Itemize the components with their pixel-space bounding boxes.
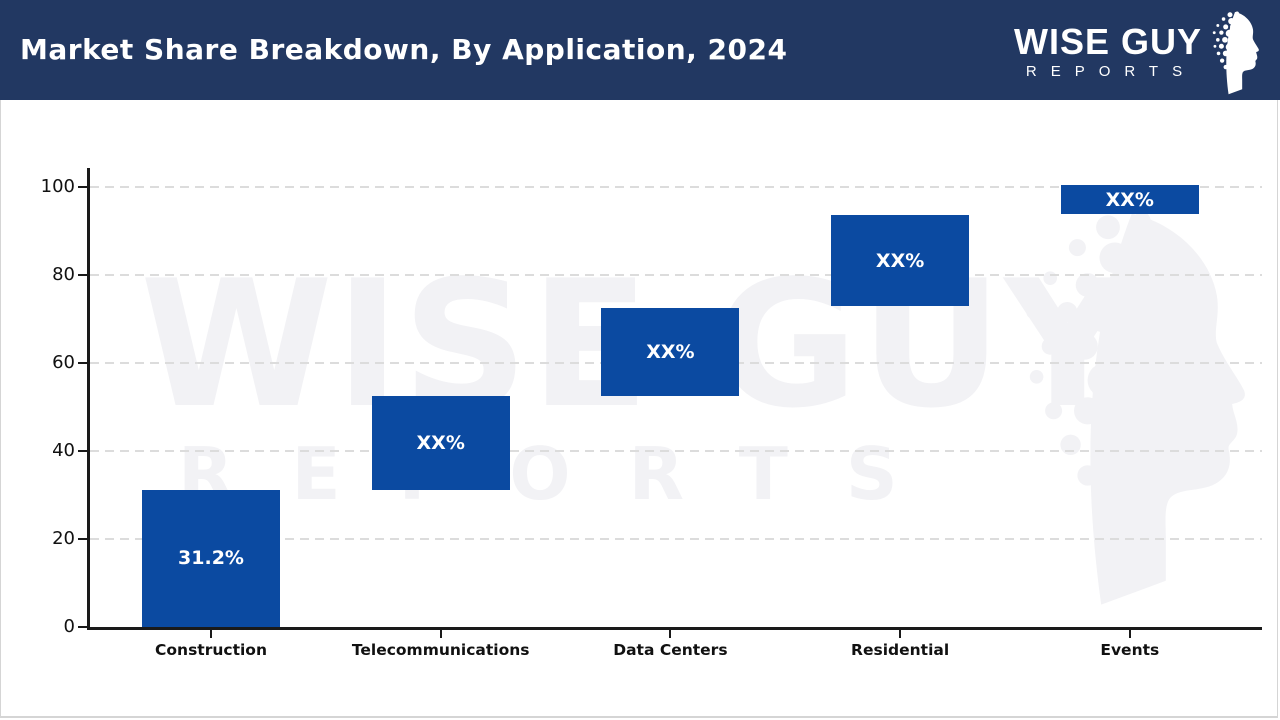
y-tick-label: 80 <box>52 264 75 285</box>
y-grid-line <box>90 538 1262 540</box>
y-tick-mark <box>78 538 87 540</box>
bar-telecommunications: XX% <box>371 396 510 490</box>
bar-value-label: XX% <box>416 432 465 455</box>
bar-data-centers: XX% <box>601 307 740 397</box>
brand-logo-text: WISE GUY REPORTS <box>1013 21 1202 81</box>
bar-value-label: XX% <box>646 340 695 363</box>
header-band: Market Share Breakdown, By Application, … <box>0 0 1280 100</box>
y-tick-label: 60 <box>52 352 75 373</box>
brand-subtitle: REPORTS <box>1025 63 1197 80</box>
x-tick-mark <box>899 630 902 638</box>
x-axis-label: Events <box>1100 641 1160 659</box>
bar-value-label: XX% <box>1105 188 1154 211</box>
y-grid-line <box>90 186 1262 188</box>
bar-value-label: XX% <box>875 249 925 272</box>
y-tick-mark <box>78 274 87 276</box>
bar-construction: 31.2% <box>142 489 280 627</box>
x-tick-mark <box>669 630 672 638</box>
wise-guy-head-icon <box>1194 9 1266 95</box>
y-tick-mark <box>78 186 87 188</box>
x-tick-mark <box>1128 630 1131 638</box>
page-title: Market Share Breakdown, By Application, … <box>20 33 788 66</box>
x-axis-label: Telecommunications <box>351 641 530 659</box>
bar-events: XX% <box>1060 185 1199 214</box>
x-axis-label: Residential <box>851 641 950 659</box>
y-grid-line <box>90 450 1262 452</box>
y-tick-label: 40 <box>52 440 75 461</box>
x-tick-mark <box>210 630 212 638</box>
x-axis-label: Data Centers <box>613 641 728 659</box>
brand-name: WISE GUY <box>1013 21 1202 62</box>
y-tick-mark <box>78 362 87 364</box>
x-axis-label: Construction <box>155 641 267 659</box>
x-axis-line <box>87 627 1262 630</box>
y-tick-mark <box>78 450 87 452</box>
y-grid-line <box>90 274 1262 276</box>
y-tick-label: 20 <box>52 528 75 549</box>
y-tick-label: 0 <box>63 616 75 637</box>
brand-logo: WISE GUY REPORTS <box>1014 6 1266 98</box>
y-tick-label: 100 <box>40 176 75 197</box>
bar-value-label: 31.2% <box>178 547 244 570</box>
bar-residential: XX% <box>831 215 970 307</box>
y-axis-line <box>87 168 90 630</box>
y-tick-mark <box>78 626 87 628</box>
x-tick-mark <box>439 630 442 638</box>
